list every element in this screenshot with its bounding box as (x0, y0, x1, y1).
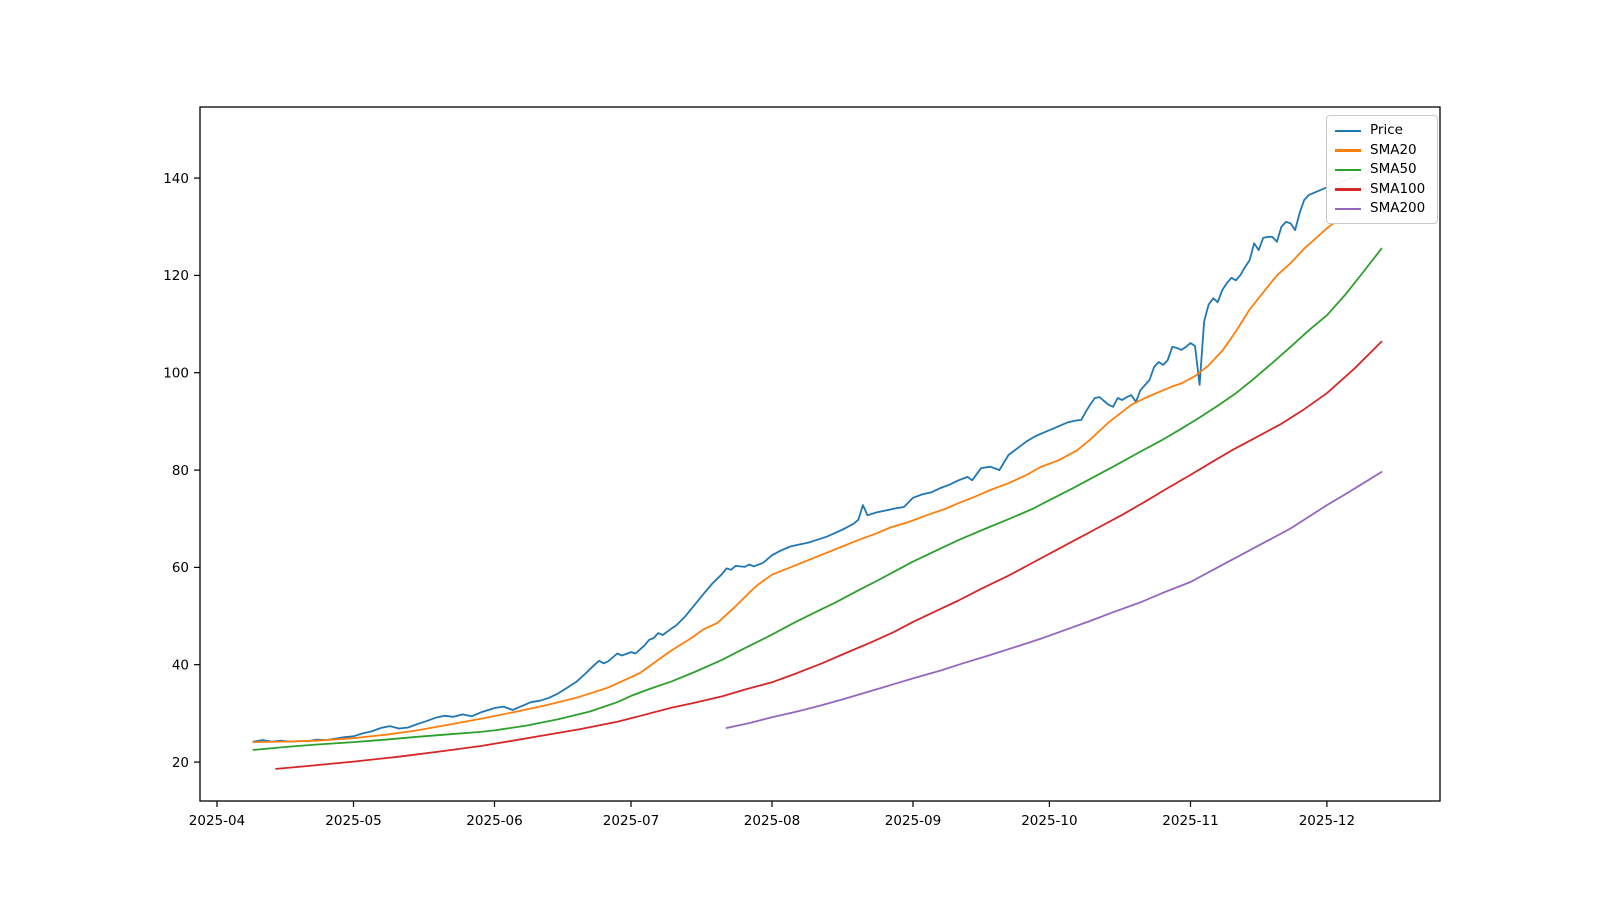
y-tick-label: 40 (172, 658, 189, 674)
series-line-sma50 (252, 247, 1383, 751)
y-tick-label: 120 (163, 268, 189, 284)
y-tick-label: 60 (172, 560, 189, 576)
x-tick-label: 2025-11 (1162, 813, 1218, 829)
x-tick-label: 2025-08 (744, 813, 800, 829)
plot-border (199, 106, 1441, 802)
y-tick-label: 20 (172, 755, 189, 771)
legend-entry-sma50: SMA50 (1335, 160, 1431, 179)
legend-label-sma100: SMA100 (1370, 180, 1426, 197)
legend-line-sma100-swatch (1335, 188, 1361, 191)
series-line-sma20 (252, 189, 1383, 743)
y-tick-label: 80 (172, 463, 189, 479)
x-tick-label: 2025-12 (1299, 813, 1355, 829)
legend-entry-price: Price (1335, 121, 1431, 140)
y-tick-label: 100 (163, 366, 189, 382)
series-group (252, 165, 1383, 770)
legend: Price SMA20 SMA50 SMA100 SMA200 (1326, 115, 1438, 224)
series-line-sma100 (275, 340, 1383, 770)
legend-label-sma50: SMA50 (1370, 161, 1417, 178)
legend-label-price: Price (1370, 122, 1403, 139)
legend-label-sma200: SMA200 (1370, 200, 1426, 217)
x-tick-label: 2025-10 (1021, 813, 1077, 829)
legend-line-sma50-swatch (1335, 168, 1361, 172)
series-line-sma200 (725, 471, 1383, 729)
x-tick-label: 2025-04 (189, 813, 245, 829)
x-tick-label: 2025-07 (603, 813, 659, 829)
x-tick-label: 2025-05 (325, 813, 381, 829)
legend-label-sma20: SMA20 (1370, 141, 1417, 158)
x-tick-label: 2025-09 (885, 813, 941, 829)
legend-line-sma200-swatch (1335, 207, 1361, 211)
x-tick-label: 2025-06 (466, 813, 522, 829)
legend-entry-sma200: SMA200 (1335, 200, 1431, 219)
y-tick-label: 140 (163, 171, 189, 187)
legend-line-sma20-swatch (1335, 149, 1361, 152)
series-line-price (252, 165, 1383, 743)
legend-entry-sma100: SMA100 (1335, 180, 1431, 199)
legend-line-price-swatch (1335, 129, 1361, 132)
legend-entry-sma20: SMA20 (1335, 141, 1431, 160)
